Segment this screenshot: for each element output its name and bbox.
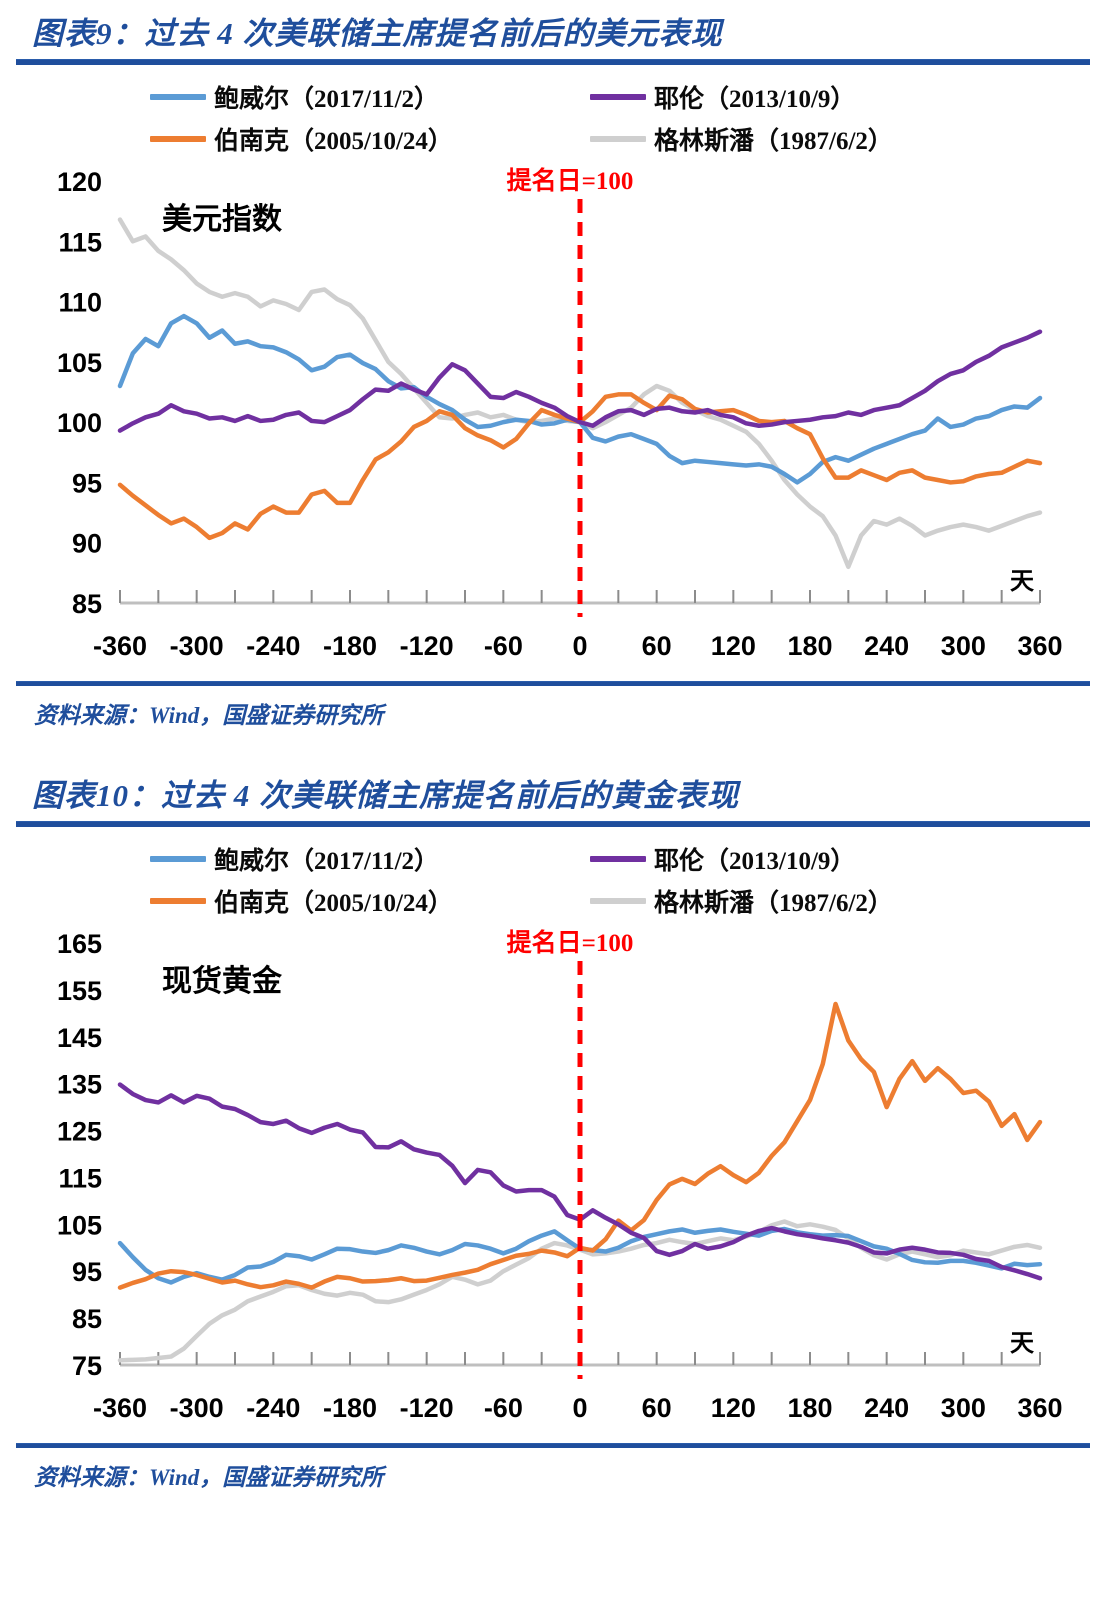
legend-label-bernanke: 伯南克（2005/10/24） bbox=[214, 128, 453, 155]
usd-index-plot: 85 90 95 100 105 110 115 120 -360 -300 -240 -180 -12… bbox=[57, 166, 1063, 661]
x-tick-label: -120 bbox=[400, 1393, 454, 1423]
plot-subtitle: 美元指数 bbox=[162, 202, 283, 236]
x-axis-unit-label: 天 bbox=[1010, 568, 1034, 595]
legend-item-bernanke[interactable]: 伯南克（2005/10/24） bbox=[150, 883, 590, 919]
y-tick-label: 115 bbox=[58, 1163, 102, 1193]
legend-swatch-bernanke bbox=[150, 136, 206, 142]
x-tick-label: 300 bbox=[941, 1393, 986, 1423]
legend-swatch-powell bbox=[150, 94, 206, 100]
x-tick-label: 360 bbox=[1017, 631, 1062, 661]
figure-9-source-rule bbox=[16, 681, 1090, 686]
y-tick-label: 85 bbox=[72, 589, 102, 619]
y-tick-label: 145 bbox=[57, 1023, 102, 1053]
legend-item-yellen[interactable]: 耶伦（2013/10/9） bbox=[590, 79, 1106, 115]
legend-label-powell: 鲍威尔（2017/11/2） bbox=[214, 86, 440, 113]
y-tick-label: 90 bbox=[72, 529, 102, 559]
x-tick-label: -360 bbox=[93, 1393, 147, 1423]
figure-10-title: 图表10：过去 4 次美联储主席提名前后的黄金表现 bbox=[32, 778, 739, 813]
y-tick-label: 85 bbox=[72, 1304, 102, 1334]
y-tick-label: 110 bbox=[58, 288, 102, 318]
legend-label-powell: 鲍威尔（2017/11/2） bbox=[214, 848, 440, 875]
figure-10-chart: 75 85 95 105 115 125 135 145 155 165 -360 -300 -240-… bbox=[0, 923, 1106, 1443]
legend-item-greenspan[interactable]: 格林斯潘（1987/6/2） bbox=[590, 883, 1106, 919]
report-page: 图表9：过去 4 次美联储主席提名前后的美元表现 鲍威尔（2017/11/2） … bbox=[0, 0, 1106, 1498]
legend-label-yellen: 耶伦（2013/10/9） bbox=[654, 848, 856, 875]
x-tick-label: -120 bbox=[400, 631, 454, 661]
x-tick-label: 60 bbox=[642, 631, 672, 661]
x-tick-label: 180 bbox=[787, 631, 832, 661]
x-tick-label: 120 bbox=[711, 631, 756, 661]
figure-9-title-rule bbox=[16, 59, 1090, 65]
plot-subtitle: 现货黄金 bbox=[162, 964, 283, 998]
y-tick-label: 95 bbox=[72, 1257, 102, 1287]
legend-swatch-bernanke bbox=[150, 898, 206, 904]
series-line-yellen bbox=[117, 329, 1043, 433]
y-tick-label: 120 bbox=[57, 167, 102, 197]
y-tick-label: 100 bbox=[57, 408, 102, 438]
figure-9: 图表9：过去 4 次美联储主席提名前后的美元表现 鲍威尔（2017/11/2） … bbox=[0, 0, 1106, 736]
x-tick-label: -180 bbox=[323, 1393, 377, 1423]
x-tick-label: -300 bbox=[170, 631, 224, 661]
legend-item-yellen[interactable]: 耶伦（2013/10/9） bbox=[590, 841, 1106, 877]
legend-swatch-greenspan bbox=[590, 136, 646, 142]
x-tick-label: -60 bbox=[484, 1393, 523, 1423]
figure-9-source: 资料来源：Wind，国盛证券研究所 bbox=[34, 703, 384, 728]
x-tick-label: 240 bbox=[864, 1393, 909, 1423]
legend-swatch-yellen bbox=[590, 856, 646, 862]
y-tick-label: 125 bbox=[57, 1117, 102, 1147]
y-tick-label: 75 bbox=[72, 1351, 102, 1381]
legend-swatch-powell bbox=[150, 856, 206, 862]
y-tick-label: 155 bbox=[57, 976, 102, 1006]
figure-9-title: 图表9：过去 4 次美联储主席提名前后的美元表现 bbox=[32, 16, 723, 51]
y-tick-label: 115 bbox=[58, 227, 102, 257]
legend-item-powell[interactable]: 鲍威尔（2017/11/2） bbox=[150, 841, 590, 877]
x-tick-label: -180 bbox=[323, 631, 377, 661]
x-tick-label: 240 bbox=[864, 631, 909, 661]
y-tick-label: 165 bbox=[57, 929, 102, 959]
nomination-day-annotation: 提名日=100 bbox=[507, 928, 634, 957]
x-tick-label: 0 bbox=[572, 631, 587, 661]
x-tick-label: 0 bbox=[572, 1393, 587, 1423]
y-tick-label: 105 bbox=[57, 348, 102, 378]
x-tick-label: -300 bbox=[170, 1393, 224, 1423]
nomination-day-annotation: 提名日=100 bbox=[507, 166, 634, 195]
y-tick-label: 105 bbox=[57, 1210, 102, 1240]
legend-item-powell[interactable]: 鲍威尔（2017/11/2） bbox=[150, 79, 590, 115]
x-tick-label: 180 bbox=[787, 1393, 832, 1423]
legend-item-greenspan[interactable]: 格林斯潘（1987/6/2） bbox=[590, 121, 1106, 157]
legend-label-bernanke: 伯南克（2005/10/24） bbox=[214, 890, 453, 917]
x-tick-label: 300 bbox=[941, 631, 986, 661]
legend-label-yellen: 耶伦（2013/10/9） bbox=[654, 86, 856, 113]
x-tick-label: 360 bbox=[1017, 1393, 1062, 1423]
figure-9-chart: 85 90 95 100 105 110 115 120 -360 -300 -240 -180 -12… bbox=[0, 161, 1106, 681]
x-tick-label: -240 bbox=[246, 1393, 300, 1423]
x-tick-label: 60 bbox=[642, 1393, 672, 1423]
figure-9-legend: 鲍威尔（2017/11/2） 耶伦（2013/10/9） 伯南克（2005/10… bbox=[0, 65, 1106, 161]
legend-label-greenspan: 格林斯潘（1987/6/2） bbox=[654, 890, 893, 917]
x-tick-label: -60 bbox=[484, 631, 523, 661]
y-tick-label: 95 bbox=[72, 468, 102, 498]
x-tick-label: -360 bbox=[93, 631, 147, 661]
figure-10-legend: 鲍威尔（2017/11/2） 耶伦（2013/10/9） 伯南克（2005/10… bbox=[0, 827, 1106, 923]
y-tick-label: 135 bbox=[57, 1070, 102, 1100]
x-tick-label: -240 bbox=[246, 631, 300, 661]
legend-swatch-greenspan bbox=[590, 898, 646, 904]
legend-swatch-yellen bbox=[590, 94, 646, 100]
x-tick-label: 120 bbox=[711, 1393, 756, 1423]
figure-10-title-rule bbox=[16, 821, 1090, 827]
x-axis-unit-label: 天 bbox=[1010, 1330, 1034, 1357]
figure-10-source: 资料来源：Wind，国盛证券研究所 bbox=[34, 1465, 384, 1490]
figure-10-source-rule bbox=[16, 1443, 1090, 1448]
legend-label-greenspan: 格林斯潘（1987/6/2） bbox=[654, 128, 893, 155]
figure-10: 图表10：过去 4 次美联储主席提名前后的黄金表现 鲍威尔（2017/11/2）… bbox=[0, 762, 1106, 1498]
legend-item-bernanke[interactable]: 伯南克（2005/10/24） bbox=[150, 121, 590, 157]
figure-spacer bbox=[0, 736, 1106, 762]
